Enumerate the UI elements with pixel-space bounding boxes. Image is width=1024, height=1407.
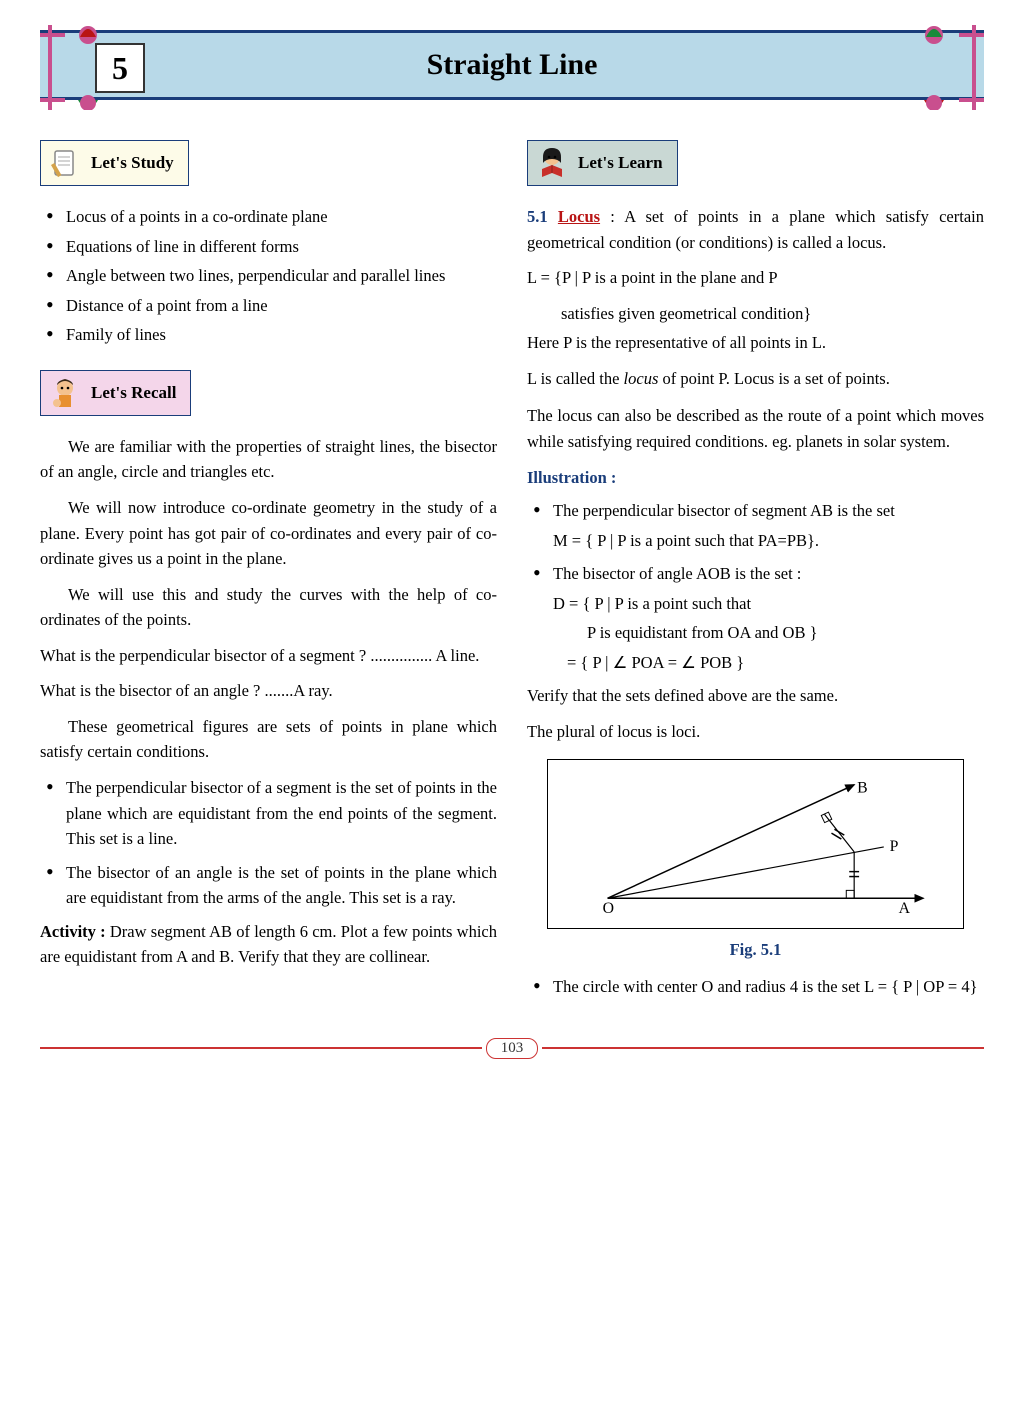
textbook-page: 5 Straight Line Let's Study Locus of a p… [0, 0, 1024, 1407]
study-topics-list: Locus of a points in a co-ordinate plane… [40, 204, 497, 348]
lets-study-box: Let's Study [40, 140, 189, 186]
reading-girl-icon [534, 145, 570, 181]
list-item: Angle between two lines, perpendicular a… [40, 263, 497, 289]
figure-caption: Fig. 5.1 [527, 937, 984, 963]
ornament-right [874, 25, 984, 110]
lets-recall-box: Let's Recall [40, 370, 191, 416]
locus-term: Locus [558, 207, 600, 226]
section-number: 5.1 [527, 207, 548, 226]
paragraph: We will now introduce co-ordinate geomet… [40, 495, 497, 572]
paragraph: L is called the locus of point P. Locus … [527, 366, 984, 392]
paragraph: The locus can also be described as the r… [527, 403, 984, 454]
lets-recall-label: Let's Recall [91, 380, 176, 406]
activity-text: Draw segment AB of length 6 cm. Plot a f… [40, 922, 497, 967]
content-columns: Let's Study Locus of a points in a co-or… [40, 140, 984, 1008]
fig-label-A: A [899, 900, 911, 917]
left-column: Let's Study Locus of a points in a co-or… [40, 140, 497, 1008]
verify-text: Verify that the sets defined above are t… [527, 683, 984, 709]
set-expression: = { P | ∠ POA = ∠ POB } [553, 650, 984, 676]
fig-label-B: B [857, 779, 868, 796]
activity-label: Activity : [40, 922, 106, 941]
example-item: The circle with center O and radius 4 is… [527, 974, 984, 1000]
bullet-paragraph: The perpendicular bisector of a segment … [40, 775, 497, 852]
chapter-header: 5 Straight Line [40, 30, 984, 100]
page-number: 103 [486, 1038, 539, 1059]
fig-label-P: P [890, 837, 899, 854]
footer-rule [40, 1047, 482, 1049]
paragraph: Here P is the representative of all poin… [527, 330, 984, 356]
lets-learn-label: Let's Learn [578, 150, 663, 176]
italic-term: locus [624, 369, 659, 388]
list-item: Distance of a point from a line [40, 293, 497, 319]
locus-definition: 5.1 Locus : A set of points in a plane w… [527, 204, 984, 255]
set-expression: P is equidistant from OA and OB } [553, 620, 984, 646]
example-item: The perpendicular bisector of segment AB… [527, 498, 984, 553]
list-item: Equations of line in different forms [40, 234, 497, 260]
set-expression: M = { P | P is a point such that PA=PB}. [553, 528, 984, 554]
figure-5-1: O A B P [547, 759, 964, 929]
footer-rule [542, 1047, 984, 1049]
paragraph: We will use this and study the curves wi… [40, 582, 497, 633]
paragraph: We are familiar with the properties of s… [40, 434, 497, 485]
question: What is the bisector of an angle ? .....… [40, 678, 497, 704]
thinking-boy-icon [47, 375, 83, 411]
set-notation: L = {P | P is a point in the plane and P [527, 265, 984, 291]
chapter-number: 5 [95, 43, 145, 93]
lets-learn-box: Let's Learn [527, 140, 678, 186]
fig-label-O: O [603, 900, 614, 917]
page-footer: 103 [40, 1038, 984, 1059]
question: What is the perpendicular bisector of a … [40, 643, 497, 669]
lets-study-label: Let's Study [91, 150, 174, 176]
list-item: Family of lines [40, 322, 497, 348]
paragraph: These geometrical figures are sets of po… [40, 714, 497, 765]
plural-note: The plural of locus is loci. [527, 719, 984, 745]
notepad-icon [47, 145, 83, 181]
example-item: The bisector of angle AOB is the set : D… [527, 561, 984, 675]
right-column: Let's Learn 5.1 Locus : A set of points … [527, 140, 984, 1008]
chapter-title: Straight Line [427, 48, 598, 82]
activity-paragraph: Activity : Draw segment AB of length 6 c… [40, 919, 497, 970]
list-item: Locus of a points in a co-ordinate plane [40, 204, 497, 230]
set-notation: satisfies given geometrical condition} [527, 301, 984, 327]
bullet-paragraph: The bisector of an angle is the set of p… [40, 860, 497, 911]
set-expression: D = { P | P is a point such that [553, 591, 984, 617]
illustration-label: Illustration : [527, 465, 984, 491]
